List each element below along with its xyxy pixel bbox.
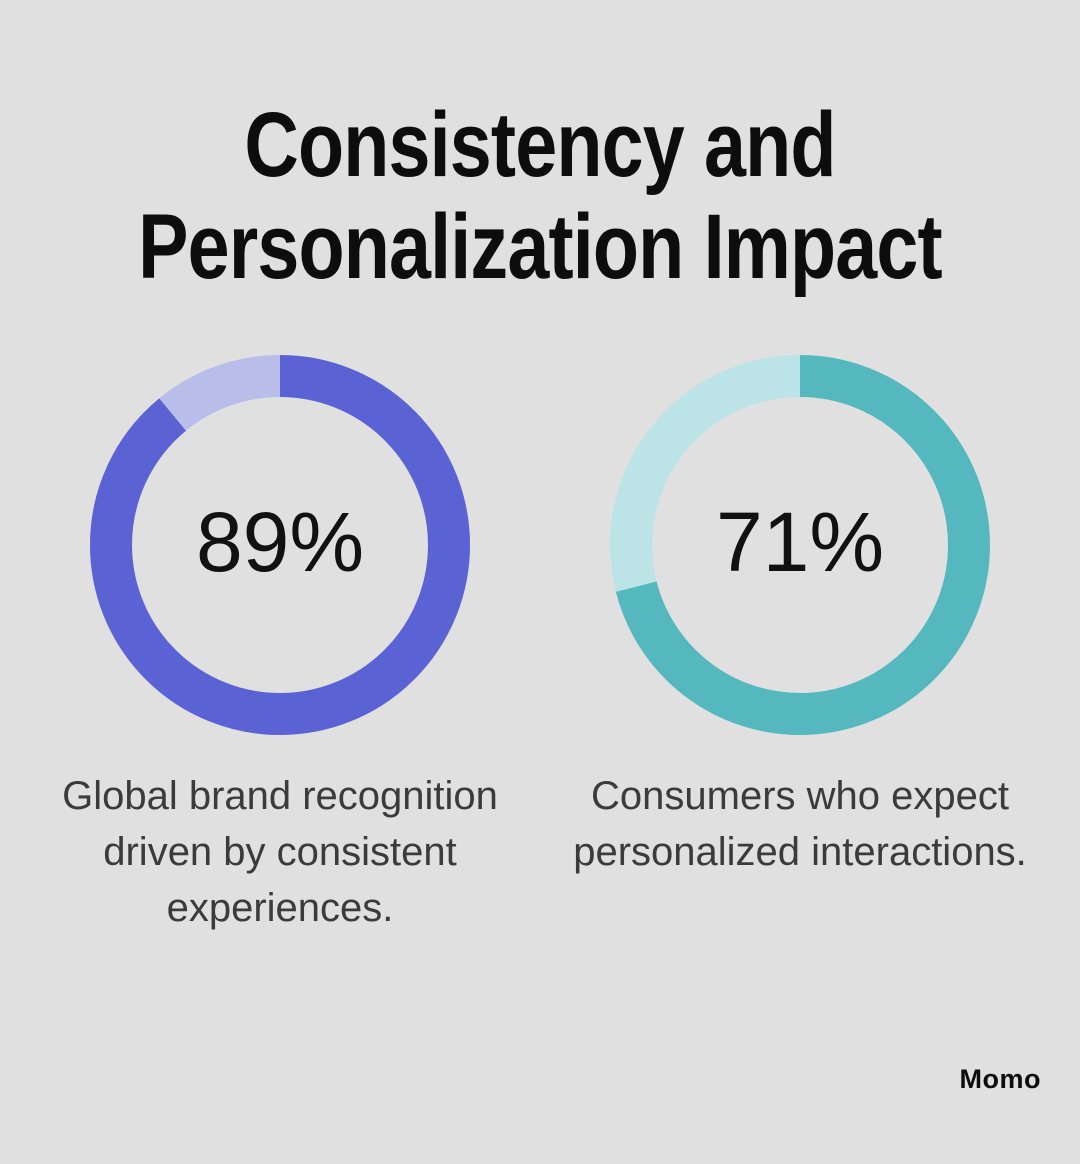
brand-logo: Momo [959,1064,1041,1094]
donut-value-label: 89% [195,494,365,589]
donut-svg-consistency [90,355,470,735]
donut-arc [610,355,990,735]
page-title: Consistency and Personalization Impact [138,94,942,298]
donut-chart-personalization: 71% [610,355,990,735]
caption-consistency: Global brand recognition driven by consi… [62,774,498,930]
donut-arc [90,355,470,735]
donut-svg-personalization [610,355,990,735]
caption-personalization: Consumers who expect personalized intera… [573,774,1027,874]
donut-value-label: 71% [715,494,885,589]
donut-chart-consistency: 89% [90,355,470,735]
